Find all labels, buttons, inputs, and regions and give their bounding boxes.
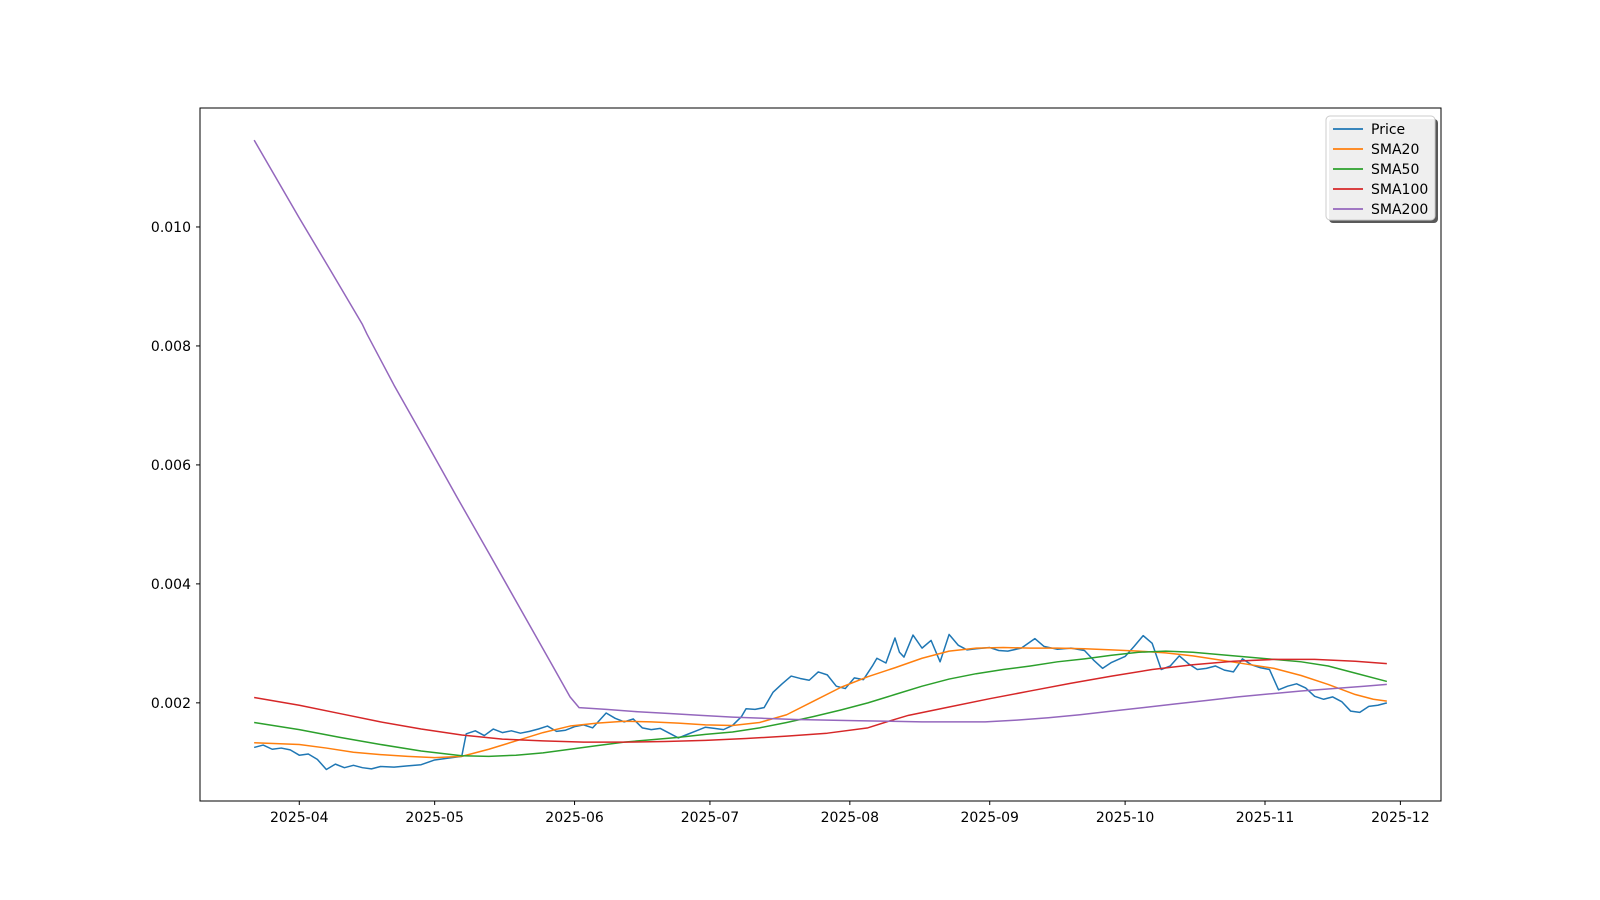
x-tick-label: 2025-09 <box>960 810 1019 826</box>
legend: Price SMA20 SMA50 SMA100 SMA200 <box>1325 115 1438 223</box>
x-tick-label: 2025-05 <box>405 810 464 826</box>
legend-label: SMA100 <box>1371 182 1428 198</box>
y-tick-label: 0.008 <box>151 339 191 355</box>
y-tick-label: 0.010 <box>151 220 191 236</box>
x-tick-label: 2025-04 <box>270 810 329 826</box>
x-tick-label: 2025-08 <box>821 810 880 826</box>
x-tick-label: 2025-07 <box>681 810 740 826</box>
legend-entry-sma100: SMA100 <box>1333 182 1428 198</box>
x-axis: 2025-04 2025-05 2025-06 2025-07 2025-08 2025-… <box>270 801 1430 826</box>
y-tick-label: 0.006 <box>151 458 191 474</box>
series-line-price <box>253 633 1388 771</box>
plot-area <box>200 108 1441 801</box>
x-tick-label: 2025-10 <box>1096 810 1155 826</box>
legend-entry-price: Price <box>1333 122 1405 138</box>
legend-entry-sma50: SMA50 <box>1333 162 1419 178</box>
legend-label: SMA50 <box>1371 162 1419 178</box>
series-line-sma100 <box>254 658 1387 743</box>
legend-box <box>1325 115 1436 221</box>
x-tick-label: 2025-06 <box>545 810 604 826</box>
series-line-sma50 <box>254 650 1388 758</box>
y-tick-label: 0.002 <box>151 696 191 712</box>
legend-label: SMA200 <box>1371 202 1428 218</box>
y-tick-label: 0.004 <box>151 577 191 593</box>
legend-label: SMA20 <box>1371 142 1419 158</box>
plot-border <box>199 107 1442 802</box>
legend-entry-sma20: SMA20 <box>1333 142 1419 158</box>
series-line-sma200 <box>253 139 1387 723</box>
y-axis: 0.002 0.004 0.006 0.008 0.010 <box>151 220 200 712</box>
series-lines <box>253 139 1388 771</box>
x-tick-label: 2025-12 <box>1371 810 1430 826</box>
legend-label: Price <box>1371 122 1405 138</box>
legend-entry-sma200: SMA200 <box>1333 202 1428 218</box>
x-tick-label: 2025-11 <box>1236 810 1295 826</box>
